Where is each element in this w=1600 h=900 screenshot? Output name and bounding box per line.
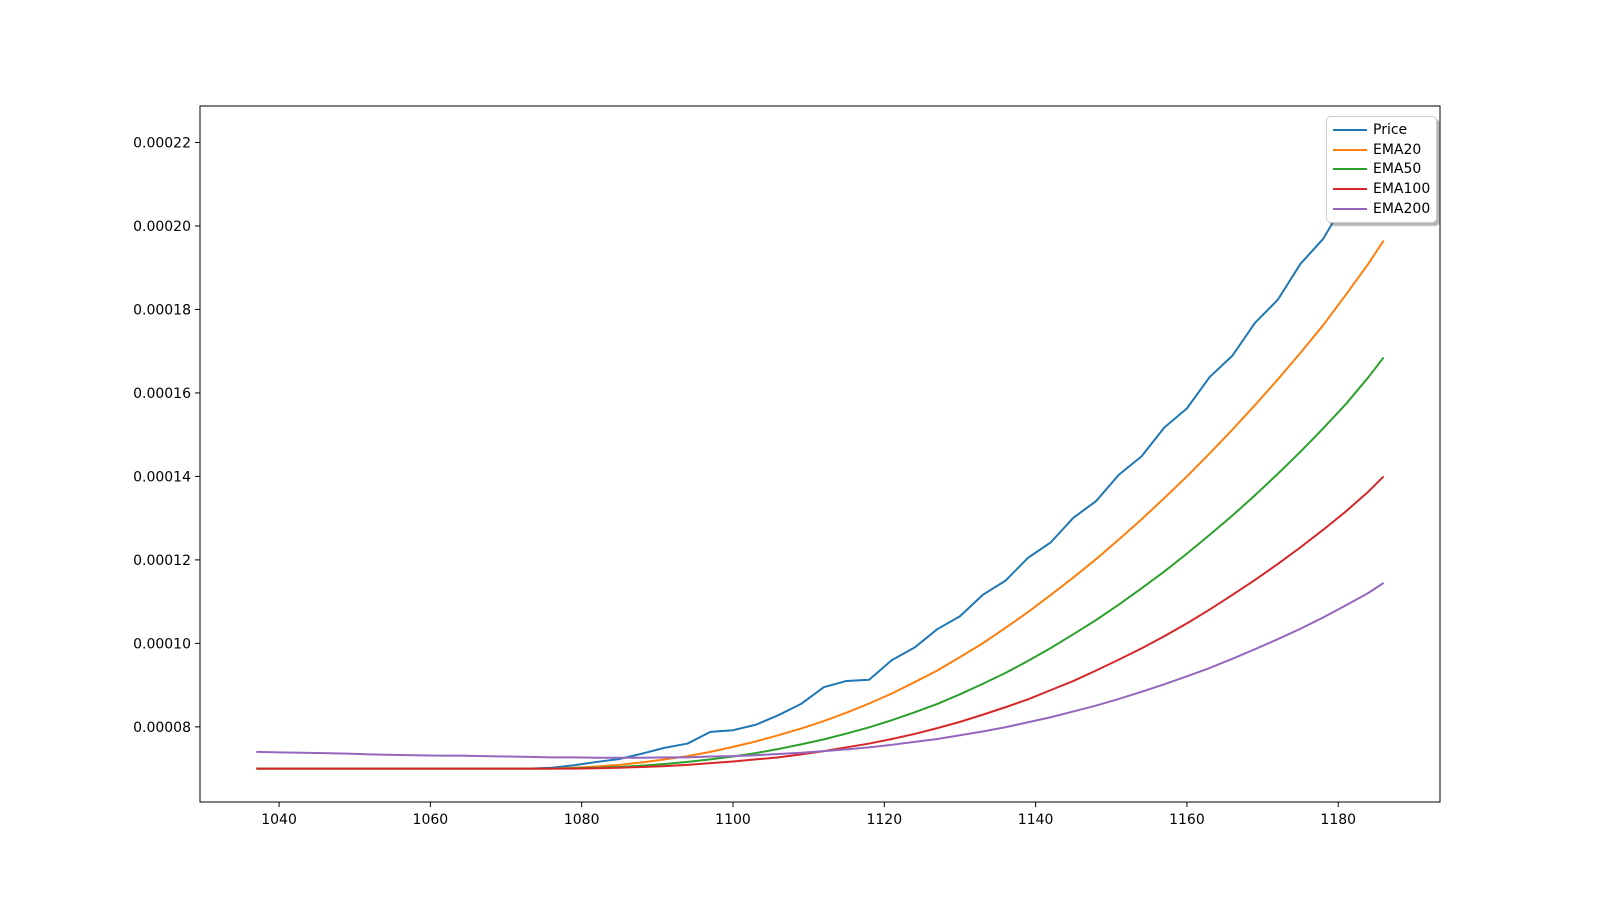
legend-item-price: Price: [1333, 120, 1430, 140]
x-tick-label: 1080: [564, 812, 600, 828]
legend-item-ema100: EMA100: [1333, 179, 1430, 199]
x-tick-label: 1040: [261, 812, 297, 828]
legend-line-sample: [1333, 188, 1367, 191]
x-tick-label: 1060: [413, 812, 449, 828]
x-tick-label: 1120: [866, 812, 902, 828]
y-tick-label: 0.00022: [133, 135, 191, 151]
series-line-ema200: [256, 582, 1385, 759]
plot-lines: [256, 142, 1385, 770]
y-tick-label: 0.00018: [133, 302, 191, 318]
legend-item-ema20: EMA20: [1333, 140, 1430, 160]
axes-frame: [199, 105, 1441, 803]
legend-line-sample: [1333, 128, 1367, 131]
x-tick-label: 1160: [1169, 812, 1205, 828]
series-line-price: [256, 142, 1385, 770]
series-line-ema100: [256, 475, 1385, 770]
legend-line-sample: [1333, 168, 1367, 171]
x-tick-label: 1180: [1320, 812, 1356, 828]
y-tick-label: 0.00016: [133, 386, 191, 402]
legend-item-ema50: EMA50: [1333, 160, 1430, 180]
y-tick-label: 0.00008: [133, 720, 191, 736]
legend-line-sample: [1333, 208, 1367, 211]
y-tick-label: 0.00014: [133, 469, 191, 485]
y-tick-label: 0.00012: [133, 553, 191, 569]
y-tick-label: 0.00010: [133, 636, 191, 652]
legend: Price EMA20 EMA50 EMA100 EMA200: [1326, 116, 1437, 223]
legend-item-ema200: EMA200: [1333, 199, 1430, 219]
y-tick-label: 0.00020: [133, 219, 191, 235]
legend-label: EMA100: [1373, 181, 1431, 198]
x-tick-label: 1140: [1018, 812, 1054, 828]
legend-label: EMA20: [1373, 141, 1422, 158]
legend-label: EMA50: [1373, 161, 1422, 178]
legend-label: EMA200: [1373, 201, 1431, 218]
series-line-ema50: [256, 356, 1385, 770]
x-tick-label: 1100: [715, 812, 751, 828]
legend-line-sample: [1333, 148, 1367, 151]
legend-label: Price: [1373, 121, 1408, 138]
